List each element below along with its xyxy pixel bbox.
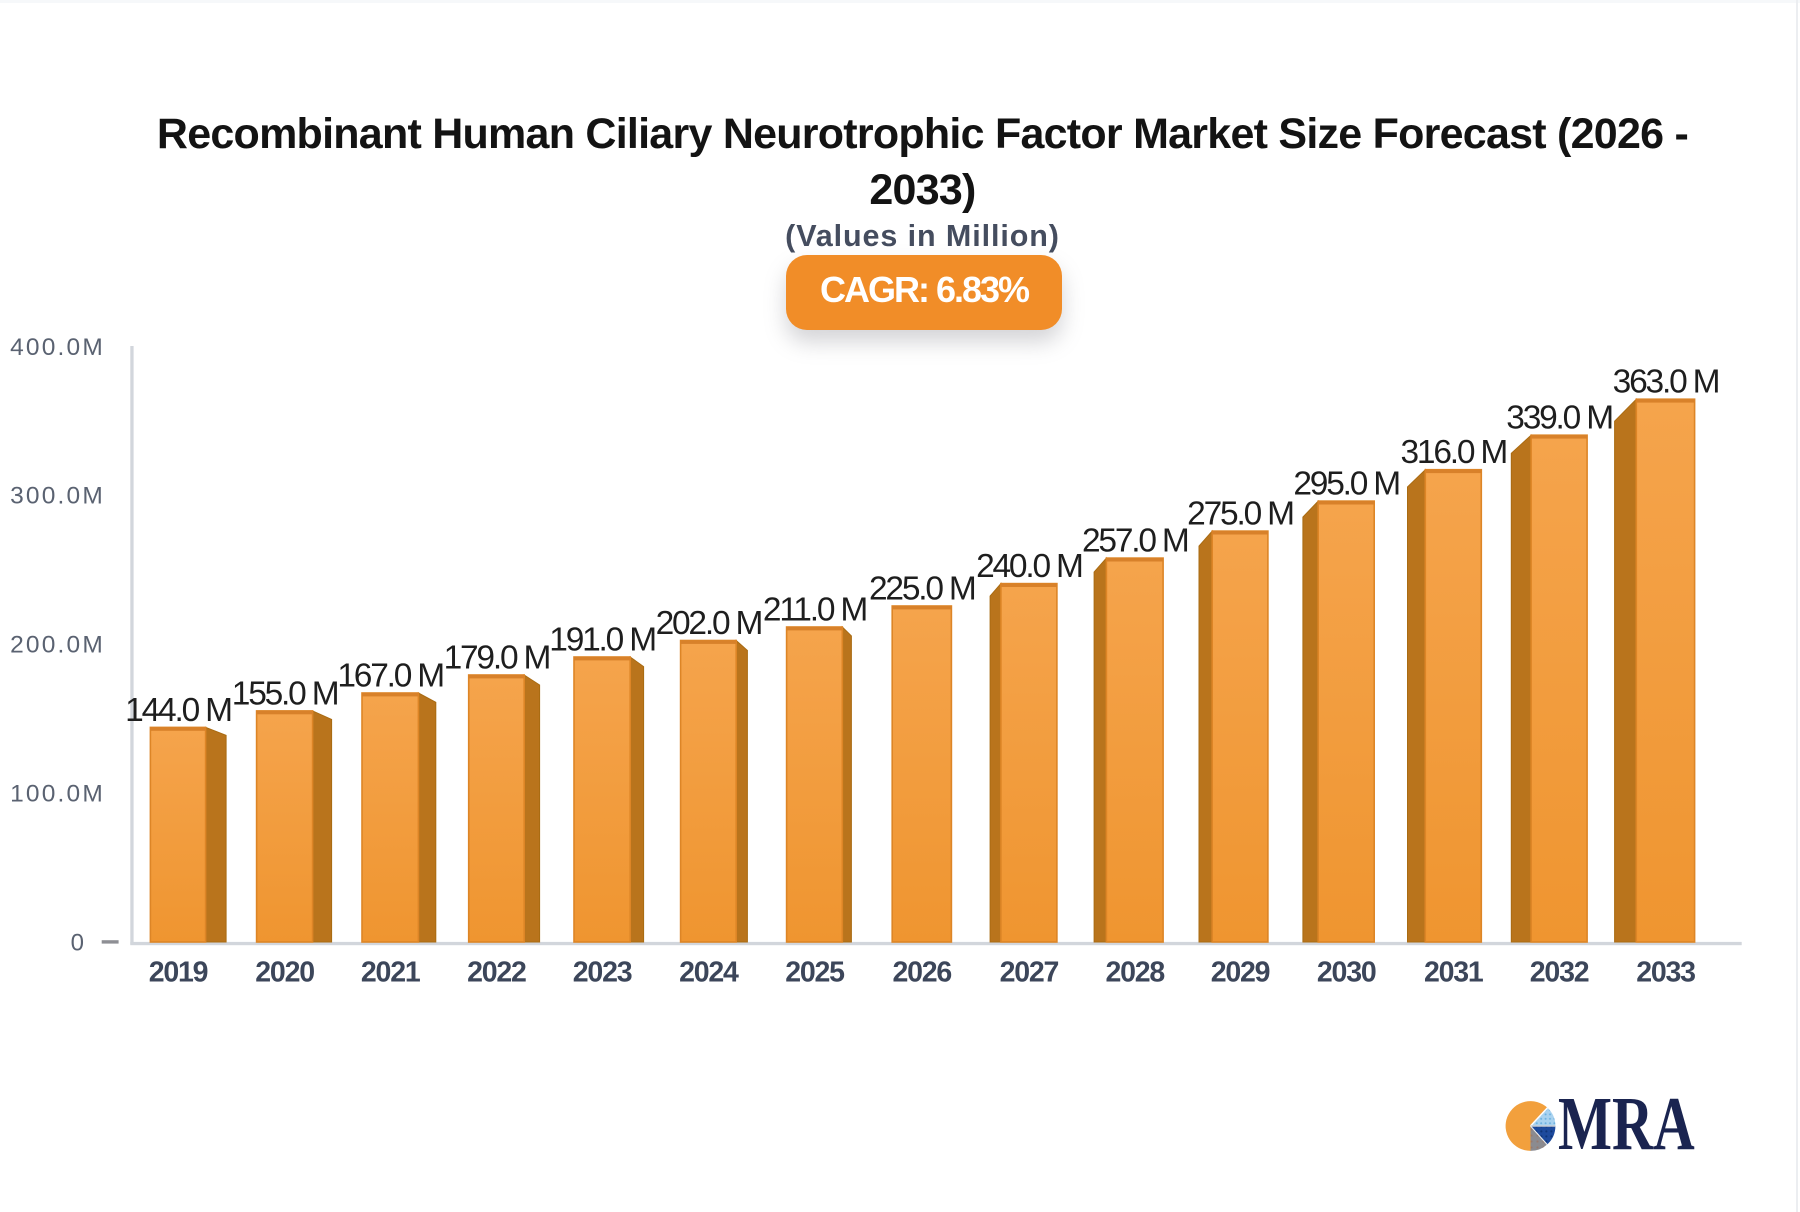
svg-text:155.0 M: 155.0 M	[232, 675, 338, 712]
svg-text:167.0 M: 167.0 M	[337, 658, 443, 695]
svg-text:179.0 M: 179.0 M	[444, 640, 550, 677]
svg-text:191.0 M: 191.0 M	[549, 622, 655, 659]
svg-text:202.0 M: 202.0 M	[656, 605, 762, 642]
svg-text:211.0 M: 211.0 M	[763, 592, 866, 629]
svg-text:200.0M: 200.0M	[10, 632, 105, 659]
svg-text:2031: 2031	[1424, 957, 1484, 989]
svg-text:144.0 M: 144.0 M	[125, 692, 231, 729]
svg-text:275.0 M: 275.0 M	[1187, 496, 1293, 533]
svg-text:2025: 2025	[785, 957, 845, 989]
svg-text:300.0M: 300.0M	[10, 483, 105, 510]
svg-text:2022: 2022	[467, 957, 526, 989]
svg-text:257.0 M: 257.0 M	[1082, 523, 1188, 560]
svg-text:0: 0	[71, 929, 84, 956]
svg-text:225.0 M: 225.0 M	[869, 571, 975, 608]
svg-text:2027: 2027	[1000, 957, 1059, 989]
svg-text:316.0 M: 316.0 M	[1400, 434, 1506, 471]
svg-text:2020: 2020	[255, 957, 314, 989]
svg-text:2028: 2028	[1105, 957, 1164, 989]
svg-text:100.0M: 100.0M	[10, 781, 105, 808]
svg-text:2023: 2023	[573, 957, 632, 989]
svg-text:363.0 M: 363.0 M	[1613, 364, 1719, 401]
svg-text:339.0 M: 339.0 M	[1506, 400, 1612, 437]
svg-text:400.0M: 400.0M	[10, 334, 105, 361]
svg-text:240.0 M: 240.0 M	[976, 548, 1082, 585]
svg-text:2021: 2021	[361, 957, 421, 989]
svg-text:2032: 2032	[1530, 957, 1589, 989]
svg-text:2033: 2033	[1636, 957, 1695, 989]
svg-text:2029: 2029	[1211, 957, 1270, 989]
svg-text:295.0 M: 295.0 M	[1293, 466, 1399, 503]
svg-text:2030: 2030	[1317, 957, 1376, 989]
svg-text:2026: 2026	[892, 957, 951, 989]
svg-text:2024: 2024	[679, 957, 739, 989]
svg-text:2019: 2019	[149, 957, 208, 989]
